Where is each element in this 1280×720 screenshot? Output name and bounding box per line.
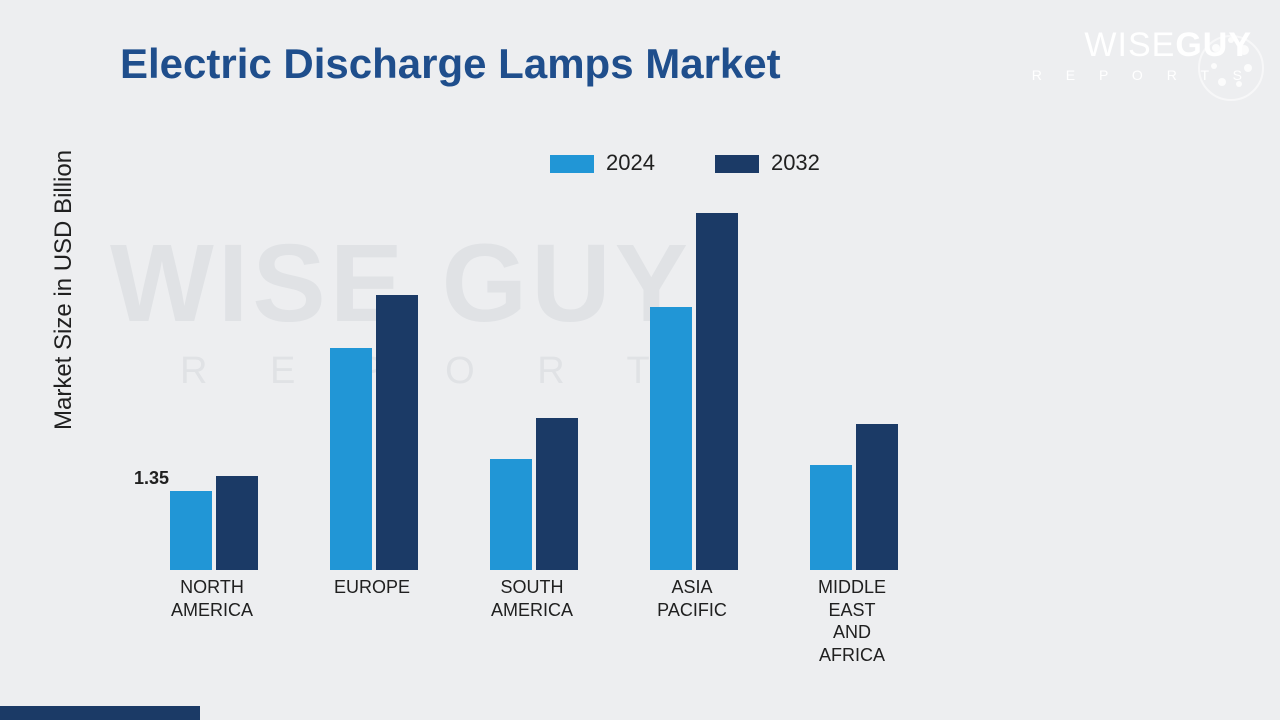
bar-2024: [490, 459, 532, 570]
chart-title: Electric Discharge Lamps Market: [120, 40, 781, 88]
x-axis-label: MIDDLEEASTANDAFRICA: [782, 576, 922, 666]
footer-accent-bar: [0, 706, 200, 720]
chart-plot-area: 1.35: [130, 190, 950, 570]
legend-label-2032: 2032: [771, 150, 820, 175]
x-axis-label: NORTHAMERICA: [142, 576, 282, 621]
bar-2024: [810, 465, 852, 570]
y-axis-label: Market Size in USD Billion: [50, 150, 78, 430]
legend-swatch-2024: [550, 155, 594, 173]
bar-2024: [650, 307, 692, 570]
bar-2024: [330, 348, 372, 570]
bar-2032: [696, 213, 738, 570]
bar-2032: [856, 424, 898, 570]
legend-label-2024: 2024: [606, 150, 655, 175]
legend-item-2032: 2032: [715, 150, 820, 176]
brand-logo: WISEGUY R E P O R T S: [1032, 26, 1252, 83]
brand-line1: WISEGUY: [1032, 26, 1252, 65]
x-axis-label: ASIAPACIFIC: [622, 576, 762, 621]
brand-line2: R E P O R T S: [1032, 67, 1252, 83]
chart-legend: 2024 2032: [550, 150, 820, 176]
x-axis-label: EUROPE: [302, 576, 442, 599]
bar-2024: [170, 491, 212, 570]
bar-2032: [376, 295, 418, 570]
legend-item-2024: 2024: [550, 150, 655, 176]
x-axis-label: SOUTHAMERICA: [462, 576, 602, 621]
bar-2032: [536, 418, 578, 570]
bar-value-label: 1.35: [134, 468, 169, 489]
bar-2032: [216, 476, 258, 570]
legend-swatch-2032: [715, 155, 759, 173]
infographic-canvas: WISEGUY R E P O R T S WISE GUY R E P O R…: [0, 0, 1280, 720]
